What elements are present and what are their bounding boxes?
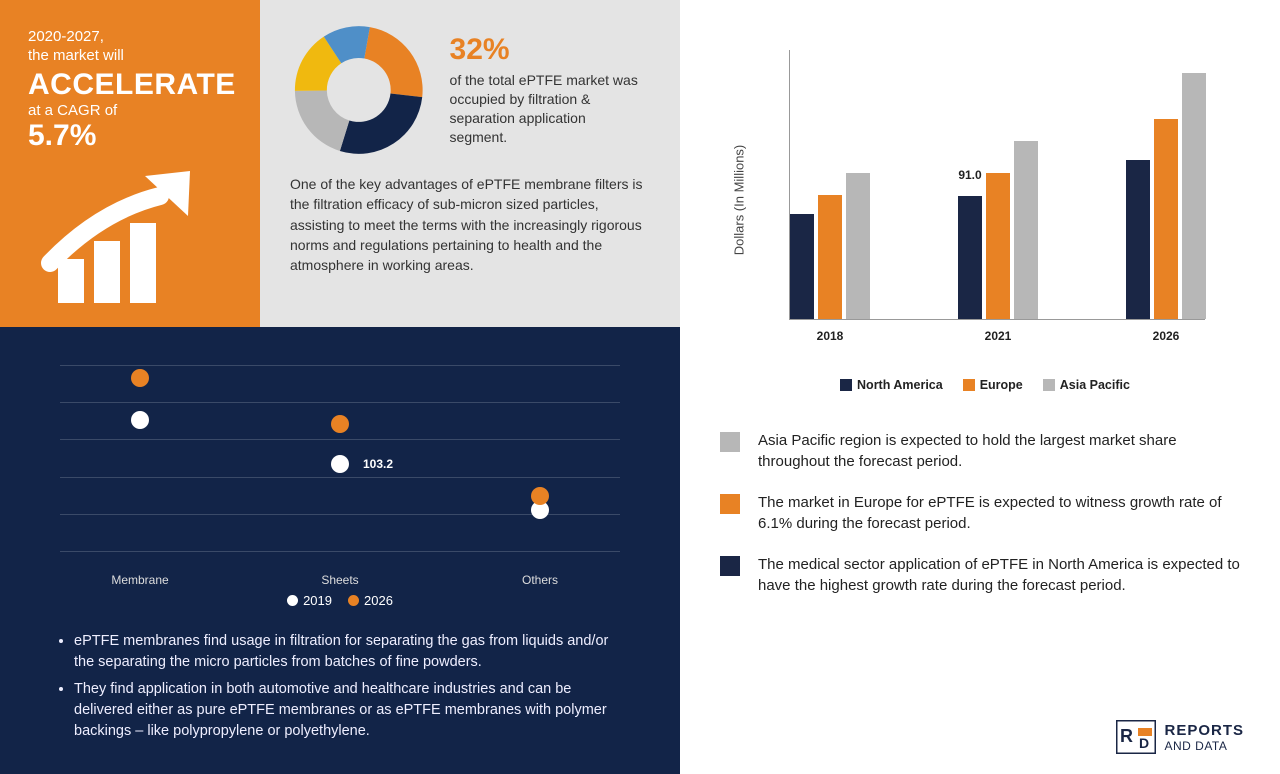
dot-point — [331, 415, 349, 433]
logo-line1: REPORTS — [1164, 722, 1244, 739]
bar-xlabel: 2021 — [985, 329, 1012, 343]
bar-xlabel: 2026 — [1153, 329, 1180, 343]
svg-text:R: R — [1120, 726, 1133, 746]
bar — [958, 196, 982, 319]
note-swatch — [720, 494, 740, 514]
bar-legend-item: Asia Pacific — [1043, 378, 1130, 392]
stat-text: of the total ePTFE market was occupied b… — [450, 71, 646, 147]
bullet-item: They find application in both automotive… — [74, 679, 630, 742]
bar-legend-item: North America — [840, 378, 943, 392]
product-bullets: ePTFE membranes find usage in filtration… — [50, 631, 630, 742]
note-text: The medical sector application of ePTFE … — [758, 554, 1250, 596]
cagr-lead: the market will — [28, 47, 232, 64]
note-swatch — [720, 432, 740, 452]
stat-panel: 32% of the total ePTFE market was occupi… — [260, 0, 680, 327]
bar — [818, 195, 842, 319]
note-row: The market in Europe for ePTFE is expect… — [720, 492, 1250, 534]
note-row: Asia Pacific region is expected to hold … — [720, 430, 1250, 472]
dot-legend-item: 2026 — [348, 593, 393, 608]
stat-pct: 32% — [450, 33, 646, 67]
cagr-pct: 5.7% — [28, 119, 232, 153]
cagr-panel: 2020-2027, the market will ACCELERATE at… — [0, 0, 260, 327]
dot-chart: Membrane Sheets Others 103.2 — [60, 357, 620, 587]
bullet-item: ePTFE membranes find usage in filtration… — [74, 631, 630, 673]
bar — [1126, 160, 1150, 319]
cagr-years: 2020-2027, — [28, 28, 232, 45]
bar — [790, 214, 814, 319]
dot-xlabel: Others — [522, 573, 558, 587]
dot-xlabel: Membrane — [111, 573, 168, 587]
product-panel: Membrane Sheets Others 103.2 2019 2026 ePTFE… — [0, 327, 680, 774]
dot-point — [531, 487, 549, 505]
dot-point — [331, 455, 349, 473]
cagr-headline: ACCELERATE — [28, 68, 232, 102]
dot-chart-legend: 2019 2026 — [50, 593, 630, 609]
bar-value-label: 91.0 — [958, 168, 981, 182]
dot-point — [131, 411, 149, 429]
note-text: The market in Europe for ePTFE is expect… — [758, 492, 1250, 534]
note-text: Asia Pacific region is expected to hold … — [758, 430, 1250, 472]
donut-chart — [290, 20, 428, 160]
dot-xlabel: Sheets — [321, 573, 358, 587]
growth-icon — [28, 167, 232, 311]
svg-text:D: D — [1139, 735, 1149, 751]
bar-ylabel: Dollars (In Millions) — [732, 145, 747, 256]
bar-legend-item: Europe — [963, 378, 1023, 392]
stat-paragraph: One of the key advantages of ePTFE membr… — [290, 174, 646, 275]
bar-xlabel: 2018 — [817, 329, 844, 343]
bar — [846, 173, 870, 319]
logo-icon: R D — [1116, 720, 1156, 754]
note-row: The medical sector application of ePTFE … — [720, 554, 1250, 596]
bar — [1014, 141, 1038, 319]
bar-chart-legend: North America Europe Asia Pacific — [720, 378, 1250, 394]
region-notes: Asia Pacific region is expected to hold … — [720, 430, 1250, 596]
bar — [1154, 119, 1178, 319]
note-swatch — [720, 556, 740, 576]
cagr-sub: at a CAGR of — [28, 102, 232, 119]
logo-line2: AND DATA — [1164, 739, 1244, 753]
dot-legend-item: 2019 — [287, 593, 332, 608]
bar — [1182, 73, 1206, 319]
bar-chart: Dollars (In Millions) 20182021202691.0 — [755, 40, 1215, 360]
logo: R D REPORTS AND DATA — [1116, 720, 1244, 754]
dot-point — [131, 369, 149, 387]
dot-value-label: 103.2 — [363, 457, 393, 471]
bar — [986, 173, 1010, 319]
region-panel: Dollars (In Millions) 2018 2021 2026 91.0 N… — [680, 0, 1280, 774]
